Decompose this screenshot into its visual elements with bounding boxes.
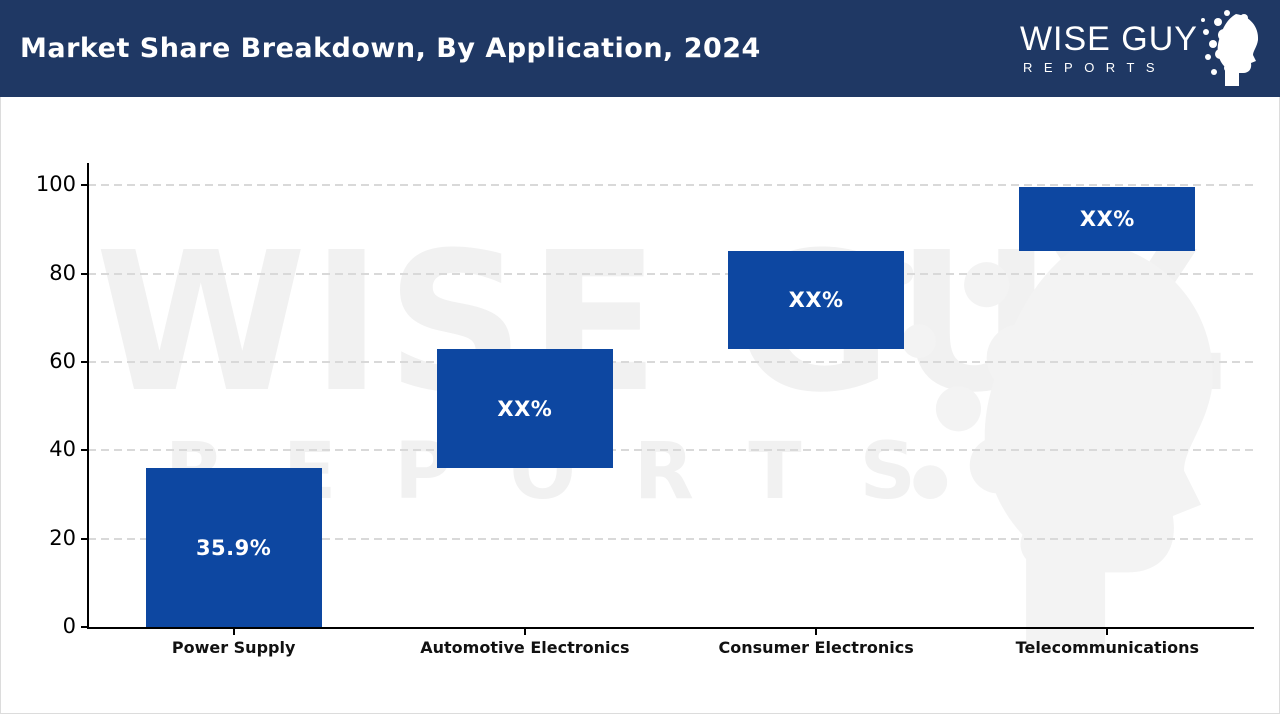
chart-area: WISE GUY. REPORTS 0 20 40 60 80 100 35.9% Power…	[0, 97, 1280, 720]
page-title: Market Share Breakdown, By Application, …	[20, 33, 761, 64]
y-tick-label: 60	[49, 348, 76, 373]
x-axis-line	[87, 627, 1254, 629]
y-tick-label: 20	[49, 525, 76, 550]
y-axis-tick	[81, 360, 87, 363]
y-axis-tick	[81, 272, 87, 275]
gridline	[88, 272, 1253, 275]
x-tick-label: Telecommunications	[1015, 638, 1200, 657]
x-axis-tick	[1106, 629, 1109, 635]
logo-subtitle: REPORTS	[1022, 60, 1167, 75]
bar-value-label: XX%	[497, 396, 553, 421]
x-tick-label: Automotive Electronics	[420, 638, 630, 657]
bar-value-label: XX%	[1079, 206, 1135, 231]
x-axis-tick	[523, 629, 526, 635]
wise-guy-logo: WISE GUY REPORTS	[1020, 9, 1262, 88]
bar: XX%	[728, 251, 905, 349]
y-tick-label: 0	[62, 614, 76, 638]
plot: 0 20 40 60 80 100 35.9% Power Supply XX% Automoti…	[0, 97, 1280, 720]
y-axis-line	[87, 163, 89, 629]
y-axis-tick	[81, 537, 87, 540]
logo-wordmark: WISE GUY	[1019, 20, 1198, 58]
header-bar: Market Share Breakdown, By Application, …	[0, 0, 1280, 97]
bar-value-label: 35.9%	[195, 535, 272, 560]
gridline	[88, 449, 1253, 452]
logo-head-icon	[1201, 9, 1259, 86]
y-tick-label: 100	[35, 172, 76, 197]
x-axis-tick	[232, 629, 235, 635]
gridline	[88, 360, 1253, 363]
bar-value-label: XX%	[788, 287, 844, 312]
y-axis-tick	[81, 449, 87, 452]
y-axis-tick	[81, 626, 87, 628]
x-axis-tick	[815, 629, 818, 635]
y-tick-label: 80	[49, 260, 76, 285]
gridline	[88, 537, 1253, 540]
x-tick-label: Power Supply	[171, 638, 296, 657]
logo-text: WISE GUY REPORTS	[1020, 22, 1198, 75]
bar: XX%	[436, 348, 613, 469]
y-tick-label: 40	[49, 437, 76, 462]
figure-border-left	[0, 97, 1, 713]
bar: XX%	[1019, 186, 1196, 252]
bar: 35.9%	[145, 468, 322, 627]
x-tick-label: Consumer Electronics	[718, 638, 914, 657]
figure-border-bottom	[0, 713, 1280, 714]
gridline	[88, 184, 1253, 187]
y-axis-tick	[81, 184, 87, 187]
